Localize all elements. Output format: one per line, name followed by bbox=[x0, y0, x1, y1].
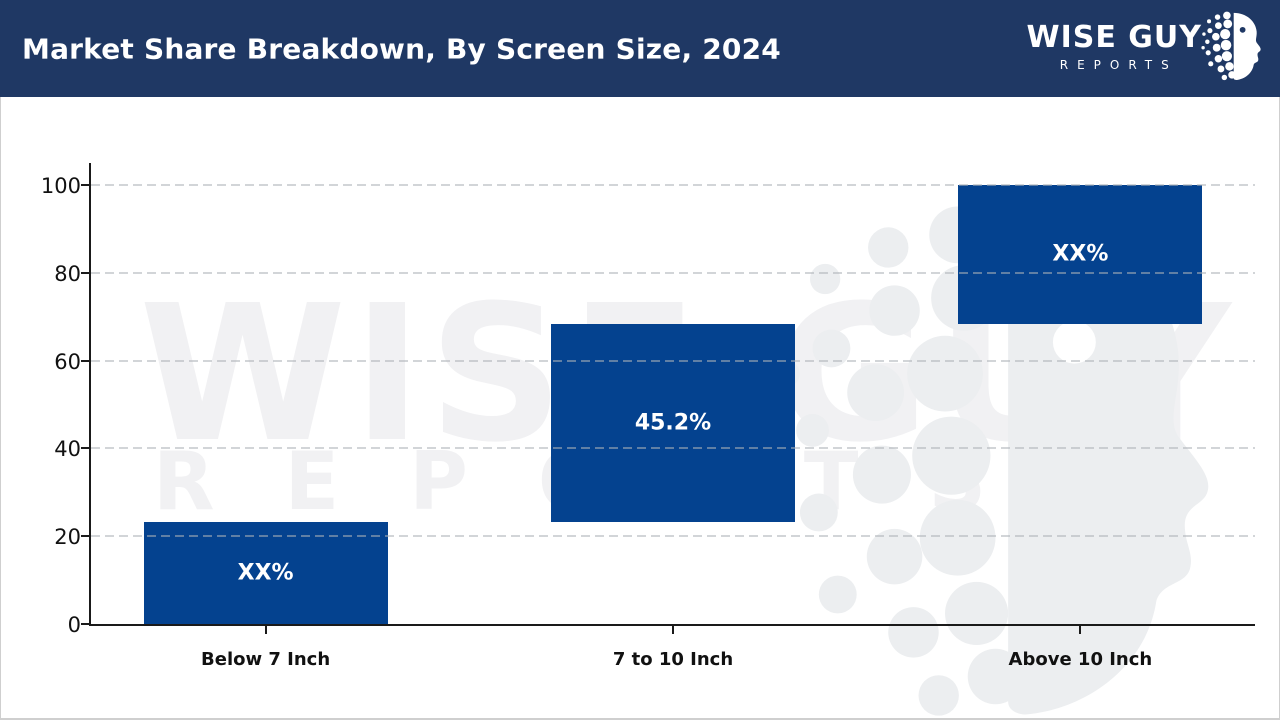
y-tick-mark bbox=[81, 271, 89, 274]
gridline bbox=[91, 271, 1255, 274]
y-tick-mark bbox=[81, 447, 89, 450]
x-tick-label: 7 to 10 Inch bbox=[612, 649, 734, 670]
x-tick-mark bbox=[1079, 626, 1082, 634]
y-tick-label: 80 bbox=[54, 261, 81, 286]
x-tick-mark bbox=[264, 626, 267, 634]
x-tick-label: Above 10 Inch bbox=[1008, 649, 1153, 670]
y-tick-label: 100 bbox=[40, 173, 81, 198]
bar-chart: 0 20 40 60 80 100 Below 7 Inch 7 to 10 Inch Abov… bbox=[41, 163, 1255, 670]
y-tick-mark bbox=[81, 359, 89, 362]
brand-logo: WISE GUY REPORTS bbox=[1026, 9, 1266, 83]
bar-value-label: XX% bbox=[1052, 241, 1109, 267]
logo-text: WISE GUY REPORTS bbox=[1026, 20, 1202, 72]
logo-face-icon bbox=[1198, 9, 1266, 83]
bar: XX% bbox=[143, 522, 388, 624]
logo-subtext: REPORTS bbox=[1059, 58, 1178, 72]
header: Market Share Breakdown, By Screen Size, … bbox=[0, 0, 1280, 97]
page-title: Market Share Breakdown, By Screen Size, … bbox=[22, 32, 781, 65]
y-tick-label: 60 bbox=[54, 349, 81, 374]
bar: 45.2% bbox=[551, 323, 795, 523]
y-tick-label: 0 bbox=[67, 613, 81, 637]
bar: XX% bbox=[958, 184, 1203, 324]
logo-wordmark: WISE GUY bbox=[1026, 20, 1202, 55]
y-tick-mark bbox=[81, 623, 89, 625]
x-tick-mark bbox=[672, 626, 674, 634]
gridline bbox=[91, 447, 1255, 450]
y-tick-label: 40 bbox=[54, 437, 81, 462]
bar-value-label: 45.2% bbox=[634, 410, 712, 436]
x-tick-label: Below 7 Inch bbox=[201, 649, 331, 670]
y-tick-mark bbox=[81, 183, 89, 186]
gridline bbox=[91, 359, 1255, 362]
gridline bbox=[91, 535, 1255, 538]
y-tick-mark bbox=[81, 535, 89, 538]
y-tick-label: 20 bbox=[54, 525, 81, 550]
bar-value-label: XX% bbox=[237, 560, 294, 586]
gridline bbox=[91, 183, 1255, 186]
